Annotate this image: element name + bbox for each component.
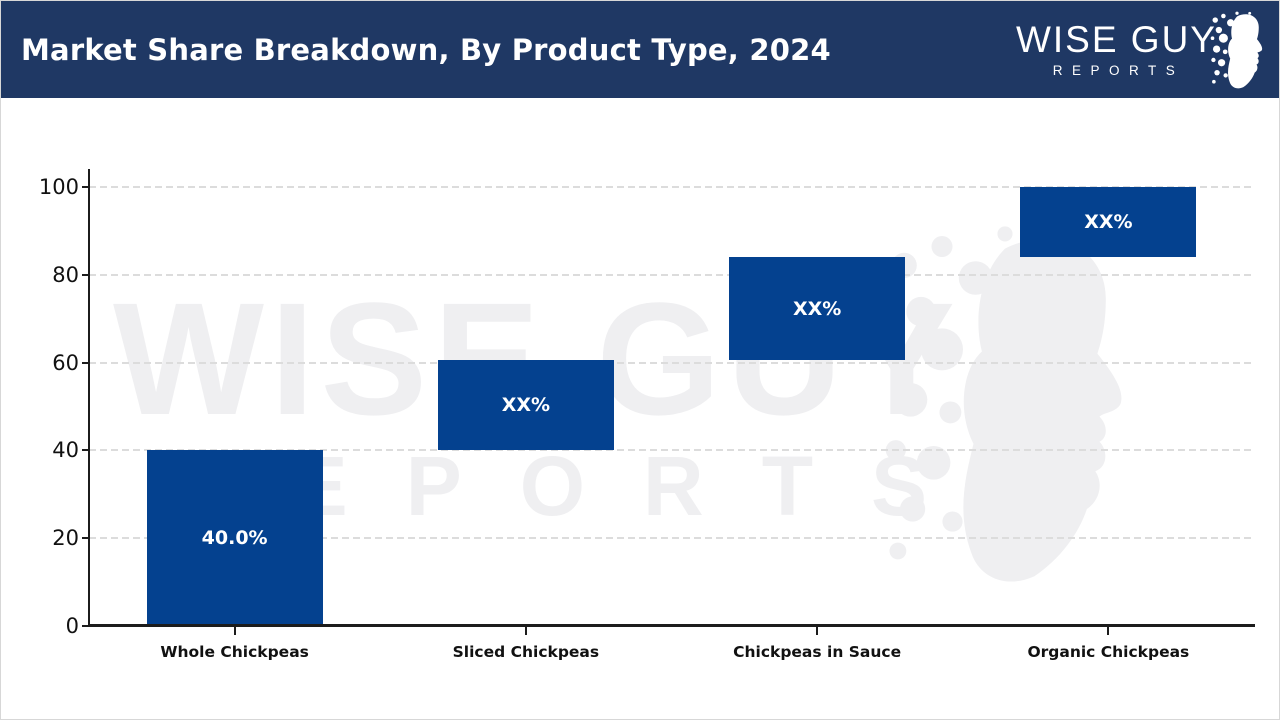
x-tick-mark-3 xyxy=(1107,627,1110,635)
logo-head-icon xyxy=(1210,11,1263,89)
y-tick-mark-80 xyxy=(82,273,89,276)
y-tick-mark-40 xyxy=(82,449,89,452)
x-tick-label-1: Sliced Chickpeas xyxy=(452,643,600,661)
gridline-60 xyxy=(89,361,1254,364)
bar-value-label: XX% xyxy=(1084,211,1133,234)
gridline-80 xyxy=(89,273,1254,276)
wise-guy-reports-logo: WISE GUY REPORTS xyxy=(1016,9,1265,91)
y-tick-mark-60 xyxy=(82,361,89,364)
y-tick-label-0: 0 xyxy=(65,614,79,638)
y-tick-label-100: 100 xyxy=(38,175,79,199)
y-tick-label-60: 60 xyxy=(52,350,79,375)
header-banner: Market Share Breakdown, By Product Type,… xyxy=(1,1,1279,98)
x-tick-label-0: Whole Chickpeas xyxy=(160,643,309,661)
x-tick-label-3: Organic Chickpeas xyxy=(1027,643,1190,661)
y-tick-mark-20 xyxy=(82,537,89,540)
x-tick-mark-2 xyxy=(816,627,819,635)
chart-title: Market Share Breakdown, By Product Type,… xyxy=(21,32,831,67)
y-axis-line xyxy=(88,169,90,627)
bar-value-label: 40.0% xyxy=(201,527,268,550)
bar-value-label: XX% xyxy=(501,394,551,417)
bar-sliced-chickpeas: XX% xyxy=(437,360,614,451)
x-tick-mark-1 xyxy=(524,627,527,635)
gridline-40 xyxy=(89,449,1254,452)
y-tick-label-40: 40 xyxy=(52,438,79,463)
logo-reports-text: REPORTS xyxy=(1052,63,1185,78)
bar-value-label: XX% xyxy=(792,297,842,320)
x-axis-line xyxy=(88,624,1255,627)
logo-wise-guy-text: WISE GUY xyxy=(1015,19,1217,60)
y-tick-label-80: 80 xyxy=(52,262,79,287)
gridline-20 xyxy=(89,537,1254,540)
bar-chickpeas-in-sauce: XX% xyxy=(729,257,906,361)
gridline-100 xyxy=(89,186,1254,188)
x-tick-mark-0 xyxy=(233,627,236,635)
bar-whole-chickpeas: 40.0% xyxy=(146,450,323,626)
x-tick-label-2: Chickpeas in Sauce xyxy=(733,643,902,661)
y-tick-mark-100 xyxy=(82,186,89,188)
y-tick-label-20: 20 xyxy=(52,526,79,551)
bar-organic-chickpeas: XX% xyxy=(1020,187,1197,258)
y-tick-mark-0 xyxy=(82,625,89,627)
logo-text: WISE GUY REPORTS xyxy=(1016,20,1217,80)
